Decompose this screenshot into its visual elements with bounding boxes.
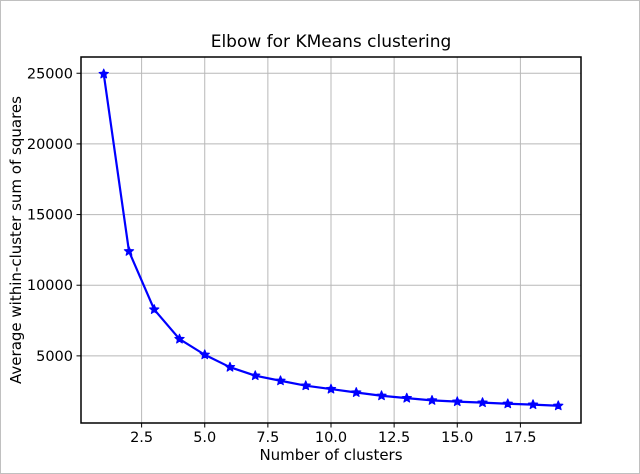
y-tick-label: 20000 [27, 137, 73, 153]
tick-layer: 2.5 5.0 7.5 10.0 12.5 15.0 17.5 5000 10000 15000 2… [27, 66, 537, 446]
star-marker [224, 361, 236, 372]
x-tick-label: 10.0 [315, 430, 347, 446]
y-tick-label: 15000 [27, 208, 73, 224]
x-axis-label: Number of clusters [259, 446, 402, 464]
x-tick-label: 2.5 [130, 430, 153, 446]
star-marker [527, 399, 539, 410]
y-tick-label: 5000 [36, 349, 73, 365]
grid-layer [81, 57, 581, 423]
x-tick-label: 17.5 [504, 430, 536, 446]
star-marker [553, 400, 564, 411]
star-marker [351, 387, 362, 397]
x-tick-label: 12.5 [378, 430, 410, 446]
y-tick-label: 10000 [27, 278, 73, 294]
star-marker [325, 383, 337, 394]
star-marker [401, 392, 412, 403]
y-axis-label: Average within-cluster sum of squares [7, 96, 25, 384]
x-tick-label: 5.0 [193, 430, 216, 446]
star-marker [300, 380, 311, 391]
star-marker [275, 375, 286, 386]
y-tick-label: 25000 [27, 66, 73, 82]
star-marker [199, 349, 210, 360]
star-marker [149, 304, 160, 314]
x-tick-label: 7.5 [256, 430, 279, 446]
star-marker [98, 68, 109, 79]
star-marker [174, 333, 185, 344]
x-tick-label: 15.0 [441, 430, 473, 446]
chart-title: Elbow for KMeans clustering [211, 32, 452, 52]
star-marker [426, 394, 438, 405]
data-line-layer [98, 68, 564, 411]
star-marker [250, 370, 261, 381]
star-marker [376, 390, 387, 401]
star-marker [502, 398, 513, 409]
star-marker [452, 396, 463, 407]
star-marker [477, 397, 488, 408]
star-marker [123, 245, 135, 256]
